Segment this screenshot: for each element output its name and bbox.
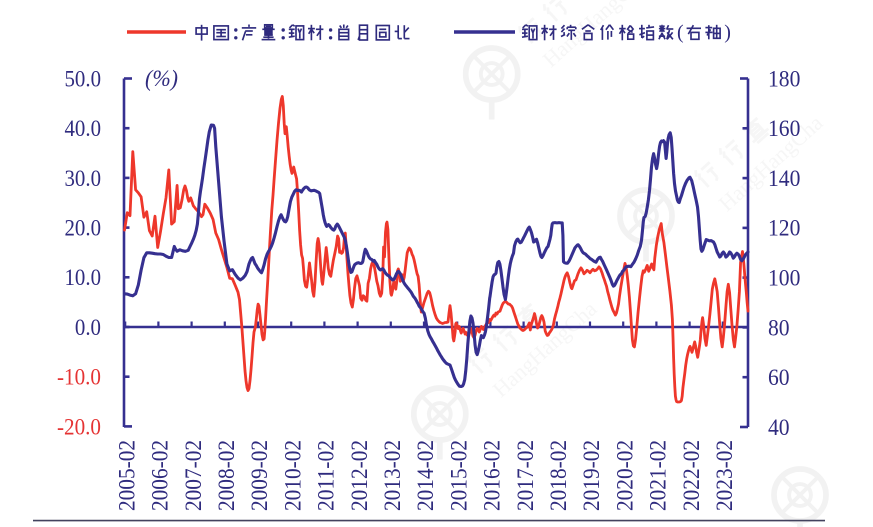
svg-text:-20.0: -20.0 <box>57 414 101 440</box>
svg-text:2018-02: 2018-02 <box>546 440 572 511</box>
svg-text:2006-02: 2006-02 <box>148 440 174 511</box>
svg-text:2011-02: 2011-02 <box>314 440 340 511</box>
svg-text:20.0: 20.0 <box>65 216 102 242</box>
svg-text:2019-02: 2019-02 <box>579 440 605 511</box>
svg-text:2014-02: 2014-02 <box>413 440 439 511</box>
svg-text:30.0: 30.0 <box>65 166 102 192</box>
svg-text:80: 80 <box>768 315 790 341</box>
svg-text:2005-02: 2005-02 <box>114 440 140 511</box>
svg-text:180: 180 <box>768 66 800 92</box>
svg-text:2008-02: 2008-02 <box>214 440 240 511</box>
svg-text:40: 40 <box>768 415 790 441</box>
svg-text:10.0: 10.0 <box>65 265 102 291</box>
svg-text:2021-02: 2021-02 <box>646 440 672 511</box>
svg-text:140: 140 <box>768 166 800 192</box>
svg-text:): ) <box>724 22 731 44</box>
svg-text:(: ( <box>677 22 684 44</box>
svg-text:2013-02: 2013-02 <box>380 440 406 511</box>
svg-text:2012-02: 2012-02 <box>347 440 373 511</box>
svg-text:160: 160 <box>768 116 800 142</box>
svg-text:2009-02: 2009-02 <box>247 440 273 511</box>
svg-text:2016-02: 2016-02 <box>480 440 506 511</box>
svg-text:2017-02: 2017-02 <box>513 440 539 511</box>
svg-text:2023-02: 2023-02 <box>712 440 738 511</box>
svg-text:2022-02: 2022-02 <box>679 440 705 511</box>
svg-text:120: 120 <box>768 216 800 242</box>
svg-text:40.0: 40.0 <box>65 116 102 142</box>
svg-text:50.0: 50.0 <box>65 66 102 92</box>
svg-text:-10.0: -10.0 <box>57 365 101 391</box>
svg-text:60: 60 <box>768 365 790 391</box>
svg-text:100: 100 <box>768 266 800 292</box>
svg-text:0.0: 0.0 <box>75 315 101 341</box>
svg-text:2007-02: 2007-02 <box>181 440 207 511</box>
svg-text:(%): (%) <box>145 66 178 91</box>
svg-text:2015-02: 2015-02 <box>446 440 472 511</box>
svg-text:2020-02: 2020-02 <box>612 440 638 511</box>
svg-text:2010-02: 2010-02 <box>280 440 306 511</box>
